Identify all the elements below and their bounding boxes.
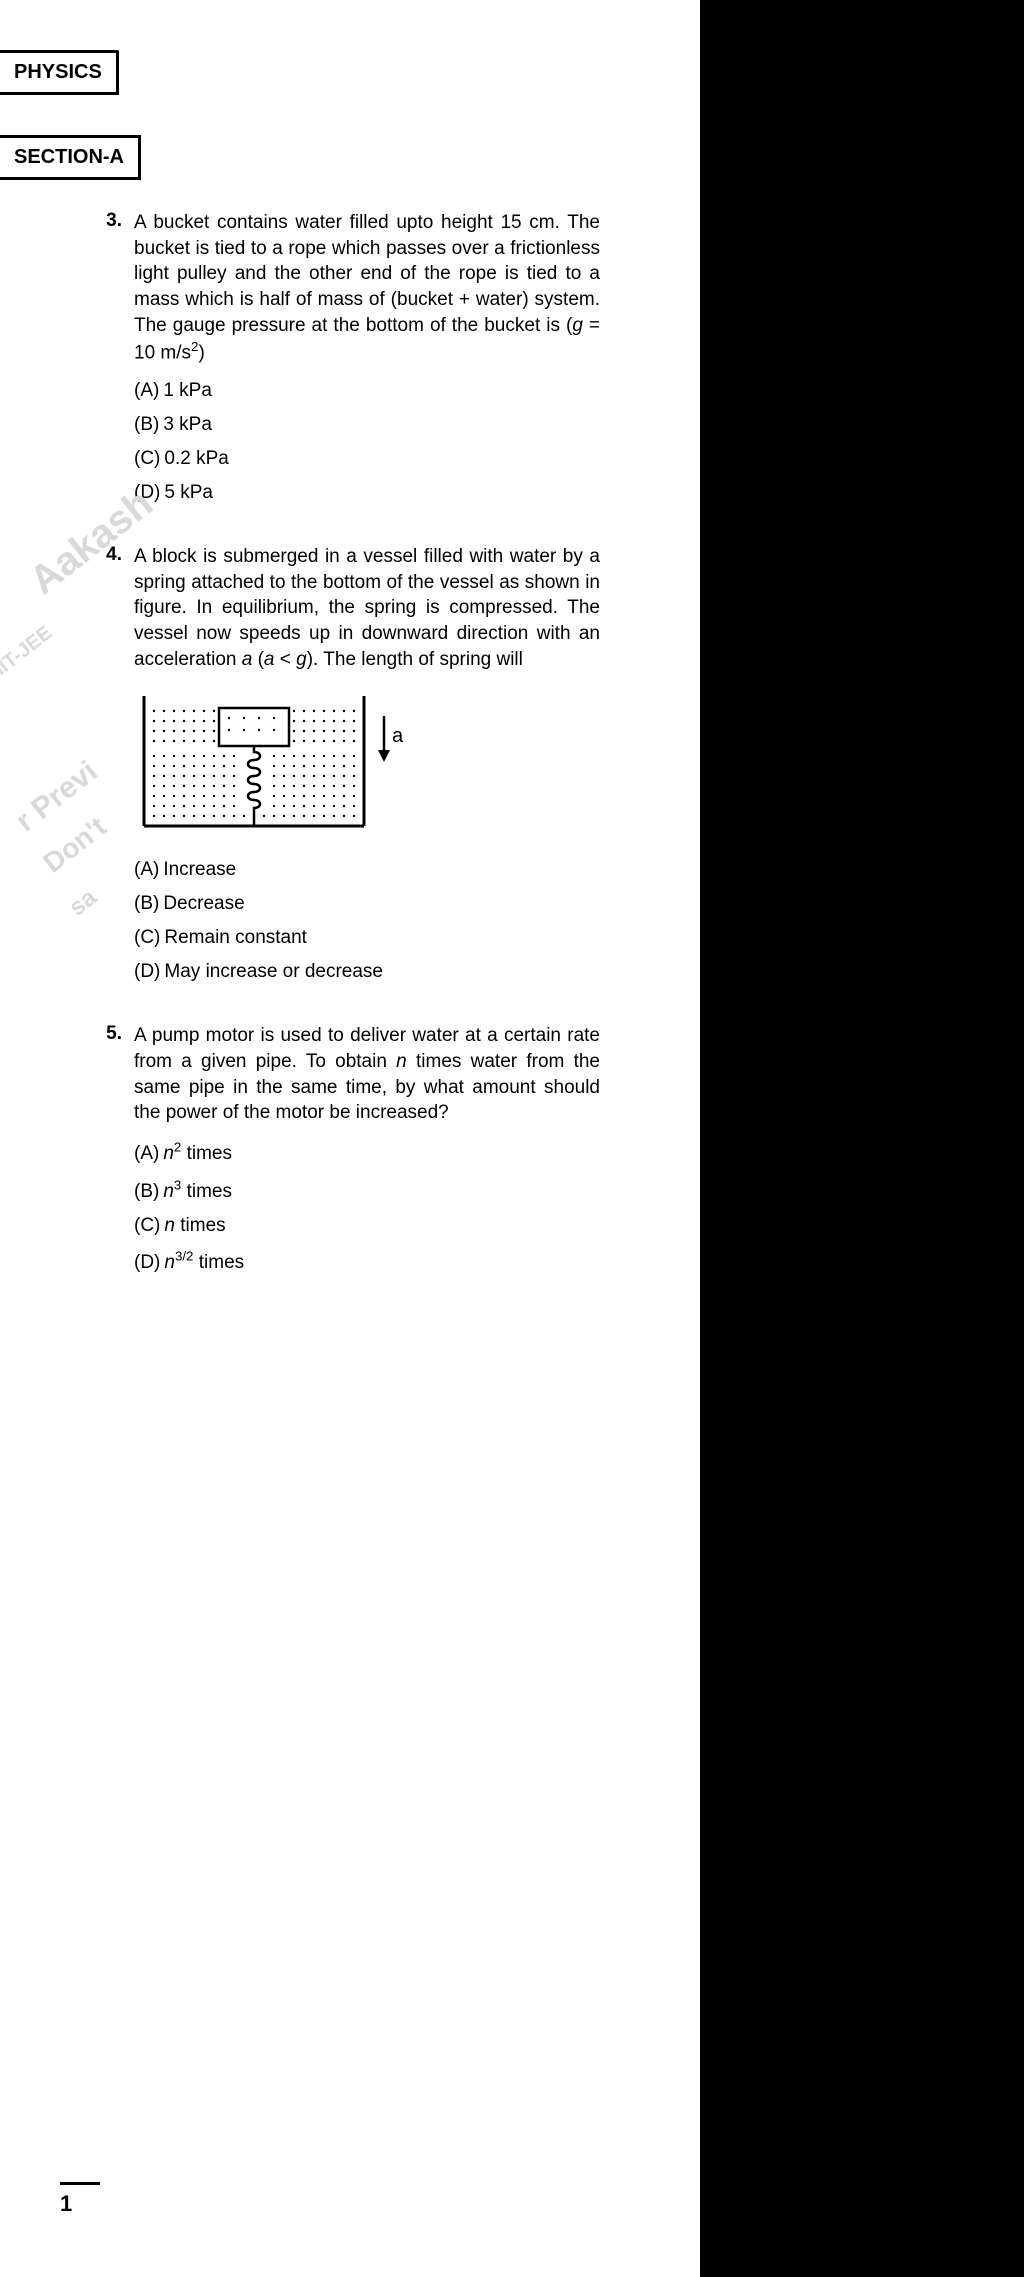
option-c: (C)Remain constant bbox=[134, 927, 600, 949]
option-d: (D)May increase or decrease bbox=[134, 961, 600, 983]
option-b: (B)n3 times bbox=[134, 1177, 600, 1202]
questions-container: 3. A bucket contains water filled upto h… bbox=[0, 210, 640, 1286]
question-text: A bucket contains water filled upto heig… bbox=[134, 210, 600, 366]
question-5: 5. A pump motor is used to deliver water… bbox=[100, 1023, 600, 1286]
question-text: A pump motor is used to deliver water at… bbox=[134, 1023, 600, 1126]
vessel-diagram: a bbox=[134, 686, 414, 836]
options-list: (A)Increase (B)Decrease (C)Remain consta… bbox=[134, 859, 600, 983]
option-c: (C)n times bbox=[134, 1215, 600, 1237]
section-tab-label: SECTION-A bbox=[14, 146, 124, 168]
question-text: A block is submerged in a vessel filled … bbox=[134, 544, 600, 672]
page-number: 1 bbox=[60, 2182, 100, 2217]
option-a: (A)1 kPa bbox=[134, 380, 600, 402]
option-a: (A)n2 times bbox=[134, 1140, 600, 1165]
option-d: (D)5 kPa bbox=[134, 482, 600, 504]
option-b: (B)Decrease bbox=[134, 893, 600, 915]
question-number: 3. bbox=[100, 210, 134, 516]
subject-tab: PHYSICS bbox=[0, 50, 119, 95]
question-number: 5. bbox=[100, 1023, 134, 1286]
section-tab: SECTION-A bbox=[0, 135, 141, 180]
arrow-label: a bbox=[392, 725, 404, 747]
question-number: 4. bbox=[100, 544, 134, 995]
question-figure: a bbox=[134, 686, 600, 841]
option-c: (C)0.2 kPa bbox=[134, 448, 600, 470]
question-4: 4. A block is submerged in a vessel fill… bbox=[100, 544, 600, 995]
option-d: (D)n3/2 times bbox=[134, 1249, 600, 1274]
page: Aakash IIT-JEE r Previ Don't sa PHYSICS … bbox=[0, 0, 700, 2277]
subject-tab-label: PHYSICS bbox=[14, 61, 102, 83]
options-list: (A)n2 times (B)n3 times (C)n times (D)n3… bbox=[134, 1140, 600, 1274]
option-b: (B)3 kPa bbox=[134, 414, 600, 436]
options-list: (A)1 kPa (B)3 kPa (C)0.2 kPa (D)5 kPa bbox=[134, 380, 600, 504]
question-3: 3. A bucket contains water filled upto h… bbox=[100, 210, 600, 516]
option-a: (A)Increase bbox=[134, 859, 600, 881]
